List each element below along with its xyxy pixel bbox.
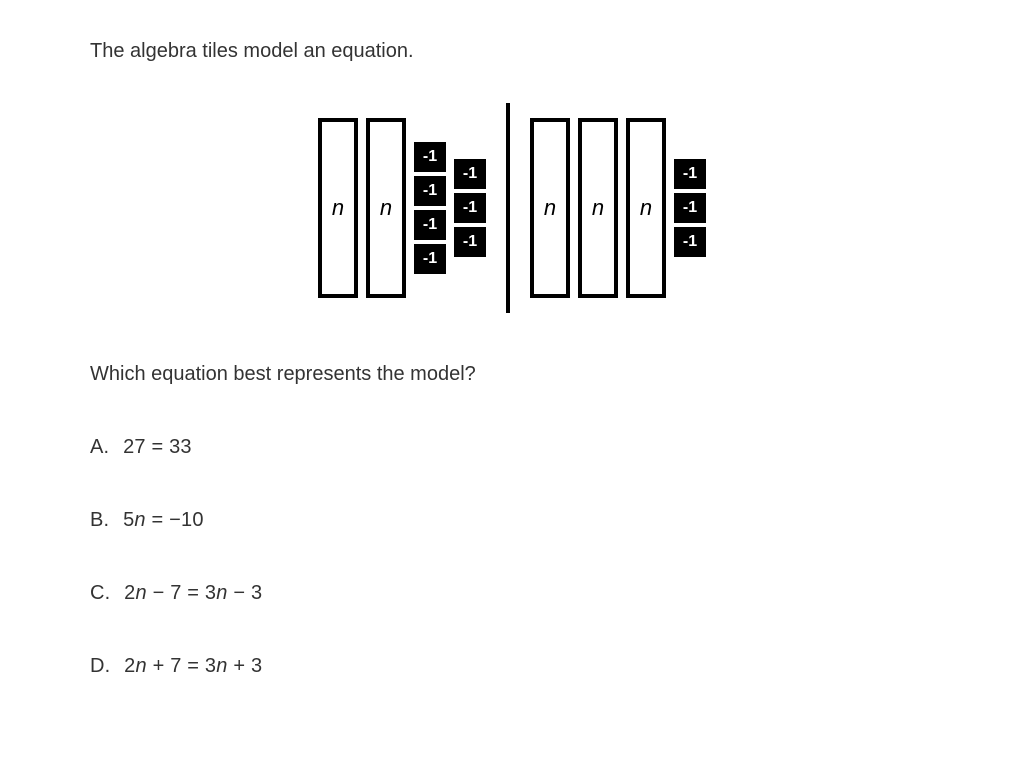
- right-side: n n n -1 -1 -1: [530, 118, 706, 298]
- choice-text: 2n − 7 = 3n − 3: [124, 582, 262, 604]
- choice-c[interactable]: C. 2n − 7 = 3n − 3: [90, 582, 934, 605]
- choice-text: 2n + 7 = 3n + 3: [124, 655, 262, 677]
- unit-tile: -1: [674, 193, 706, 223]
- unit-tile: -1: [454, 159, 486, 189]
- choice-d[interactable]: D. 2n + 7 = 3n + 3: [90, 655, 934, 678]
- n-tile: n: [626, 118, 666, 298]
- unit-tile: -1: [414, 244, 446, 274]
- unit-tile: -1: [414, 210, 446, 240]
- n-tile: n: [318, 118, 358, 298]
- question-intro: The algebra tiles model an equation.: [90, 40, 934, 63]
- unit-column: -1 -1 -1: [454, 159, 486, 257]
- choice-b[interactable]: B. 5n = −10: [90, 509, 934, 532]
- choice-label: C.: [90, 582, 110, 604]
- left-side: n n -1 -1 -1 -1 -1 -1 -1: [318, 118, 486, 298]
- choice-label: B.: [90, 509, 109, 531]
- unit-tile: -1: [674, 227, 706, 257]
- unit-column: -1 -1 -1: [674, 159, 706, 257]
- n-tile: n: [578, 118, 618, 298]
- unit-tile: -1: [414, 142, 446, 172]
- n-tile: n: [530, 118, 570, 298]
- choice-a[interactable]: A. 27 = 33: [90, 436, 934, 459]
- choice-text: 5n = −10: [123, 509, 204, 531]
- unit-tile: -1: [454, 227, 486, 257]
- choice-label: A.: [90, 436, 109, 458]
- unit-column: -1 -1 -1 -1: [414, 142, 446, 274]
- n-tile: n: [366, 118, 406, 298]
- question-sub: Which equation best represents the model…: [90, 363, 934, 386]
- choice-text: 27 = 33: [123, 436, 192, 458]
- unit-tile: -1: [454, 193, 486, 223]
- unit-tile: -1: [674, 159, 706, 189]
- unit-tile: -1: [414, 176, 446, 206]
- algebra-tiles-diagram: n n -1 -1 -1 -1 -1 -1 -1 n n n -1 -1 -1: [90, 103, 934, 313]
- equals-divider: [506, 103, 510, 313]
- choice-label: D.: [90, 655, 110, 677]
